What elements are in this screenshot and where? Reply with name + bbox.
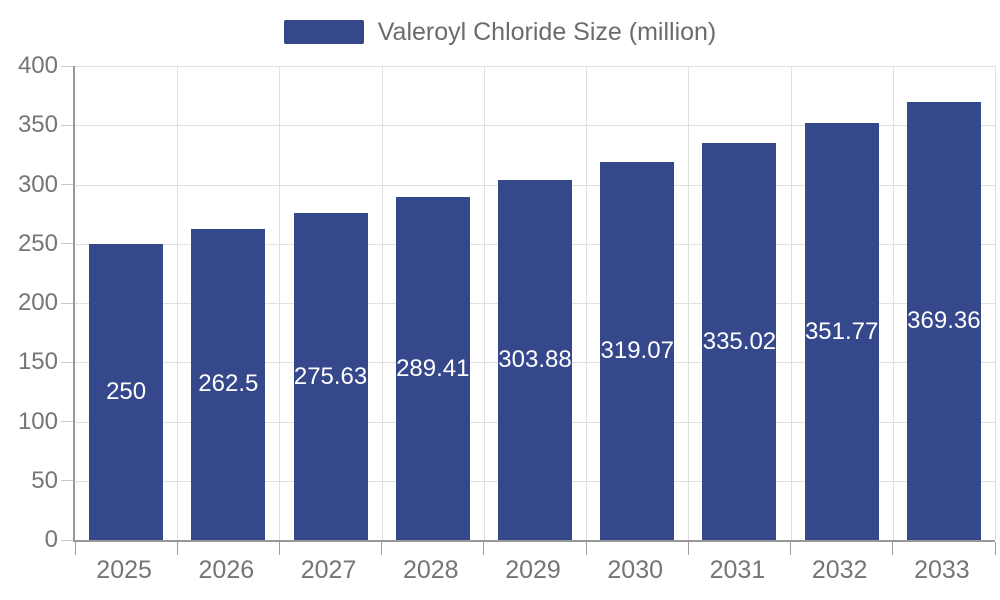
legend-swatch (283, 20, 364, 44)
x-axis-tick (585, 542, 587, 555)
y-axis-tick (61, 539, 73, 541)
x-axis-tick (278, 542, 280, 555)
gridline-vertical (586, 66, 588, 540)
x-axis-category-label: 2030 (607, 556, 664, 584)
gridline-horizontal (75, 66, 995, 67)
x-axis-tick (74, 542, 76, 555)
x-axis-tick (483, 542, 485, 555)
y-axis-tick (61, 480, 73, 482)
x-axis-category-label: 2025 (96, 556, 152, 584)
x-axis-labels: 2025 2026 2027 2028 2029 2030 2031 2032 2033 (73, 558, 993, 590)
y-axis-tick (61, 421, 73, 422)
x-axis-category-label: 2026 (198, 556, 255, 584)
legend-label: Valeroyl Chloride Size (million) (377, 17, 717, 46)
x-axis-category-label: 2033 (914, 556, 970, 584)
bar-value-label: 369.36 (907, 307, 981, 335)
gridline-vertical (381, 66, 383, 540)
y-axis-labels: 0 50 100 150 200 250 300 350 400 (0, 54, 58, 552)
bar-value-label: 275.63 (293, 362, 368, 390)
gridline-vertical (483, 66, 485, 540)
bar[interactable]: 303.88 (498, 179, 572, 540)
y-axis-tick-label: 100 (17, 407, 58, 435)
y-axis-tick-label: 250 (17, 229, 58, 257)
gridline-horizontal (75, 125, 995, 127)
bar-value-label: 351.77 (804, 317, 879, 345)
y-axis-tick-label: 350 (17, 111, 58, 139)
y-axis-tick-label: 200 (17, 289, 58, 316)
bar[interactable]: 262.5 (191, 228, 266, 540)
x-axis-category-label: 2032 (811, 556, 868, 584)
y-axis-tick-label: 400 (17, 52, 58, 79)
legend[interactable]: Valeroyl Chloride Size (million) (0, 12, 1000, 52)
x-axis-category-label: 2027 (300, 556, 357, 584)
x-axis-tick (381, 542, 383, 555)
gridline-vertical (790, 66, 792, 540)
y-axis-tick (61, 65, 73, 67)
plot-area: 250 262.5 275.63 289.41 303.88 319.07 335.02 35… (61, 65, 996, 555)
gridline-vertical (995, 66, 996, 540)
bar[interactable]: 335.02 (702, 143, 777, 540)
gridline-vertical (177, 66, 179, 540)
x-axis-category-label: 2029 (505, 556, 561, 584)
x-axis-category-label: 2031 (709, 556, 766, 584)
x-axis-tick (790, 542, 792, 555)
bar[interactable]: 275.63 (293, 213, 368, 540)
y-axis-tick (61, 361, 73, 363)
y-axis-tick-label: 150 (17, 348, 58, 376)
bar[interactable]: 351.77 (804, 123, 879, 540)
x-axis-tick (176, 542, 178, 555)
y-axis-tick (61, 124, 73, 126)
y-axis-tick-label: 300 (17, 170, 58, 198)
gridline-vertical (892, 66, 894, 540)
y-axis-tick (61, 184, 73, 185)
bar-value-label: 335.02 (702, 327, 777, 355)
bar-value-label: 319.07 (600, 336, 674, 364)
x-axis-tick (994, 542, 996, 555)
bar[interactable]: 250 (89, 243, 164, 540)
x-axis-tick (687, 542, 689, 555)
bar-value-label: 250 (106, 377, 147, 405)
gridline-vertical (688, 66, 690, 540)
y-axis-tick-label: 50 (31, 466, 58, 494)
bar-value-label: 262.5 (198, 370, 259, 398)
y-axis-tick (61, 302, 73, 304)
bar[interactable]: 319.07 (600, 161, 675, 540)
gridline-vertical (279, 66, 281, 540)
bar[interactable]: 369.36 (906, 102, 981, 540)
bar-value-label: 289.41 (396, 354, 470, 382)
bar-value-label: 303.88 (498, 345, 572, 373)
bar[interactable]: 289.41 (395, 197, 470, 540)
y-axis-tick-label: 0 (44, 526, 58, 553)
y-axis-tick (61, 243, 73, 245)
x-axis-category-label: 2028 (402, 556, 459, 584)
x-axis-tick (892, 542, 894, 555)
